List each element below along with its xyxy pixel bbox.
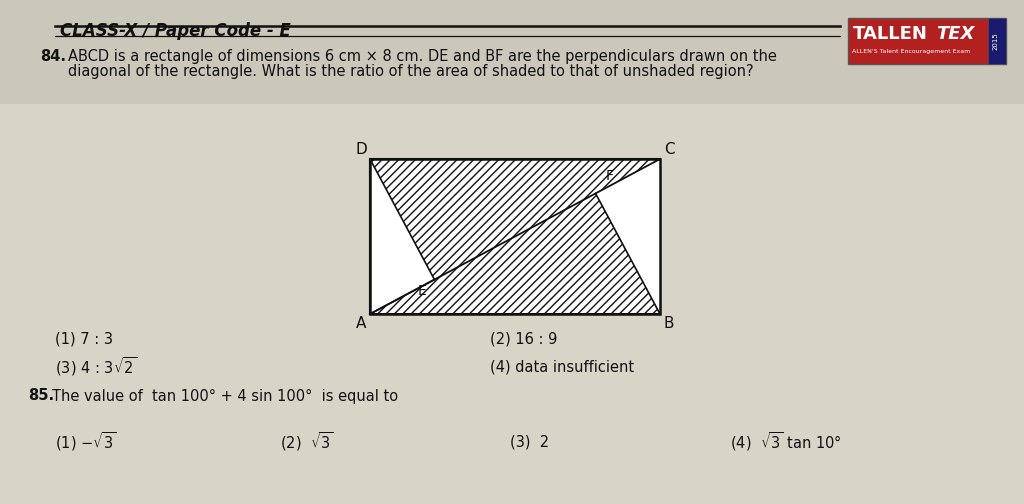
Text: (1) 7 : 3: (1) 7 : 3 — [55, 332, 113, 347]
Text: ALLEN'S Talent Encouragement Exam: ALLEN'S Talent Encouragement Exam — [852, 49, 971, 54]
Text: (4) data insufficient: (4) data insufficient — [490, 359, 634, 374]
Text: 85.: 85. — [28, 389, 54, 404]
Text: (3)  2: (3) 2 — [510, 434, 549, 450]
Text: E: E — [418, 284, 427, 297]
Text: TALLEN: TALLEN — [853, 25, 928, 43]
Bar — [988, 18, 1006, 64]
Polygon shape — [596, 159, 660, 314]
Text: F: F — [605, 169, 613, 183]
Text: C: C — [664, 142, 675, 157]
Text: diagonal of the rectangle. What is the ratio of the area of shaded to that of un: diagonal of the rectangle. What is the r… — [68, 64, 754, 79]
Text: 2015: 2015 — [993, 32, 999, 50]
Text: (2)  $\sqrt{3}$: (2) $\sqrt{3}$ — [280, 430, 334, 454]
Text: 84.: 84. — [40, 49, 66, 64]
Polygon shape — [370, 159, 434, 314]
Text: (2) 16 : 9: (2) 16 : 9 — [490, 332, 557, 347]
Text: ABCD is a rectangle of dimensions 6 cm × 8 cm. DE and BF are the perpendiculars : ABCD is a rectangle of dimensions 6 cm ×… — [68, 49, 777, 64]
FancyBboxPatch shape — [0, 0, 1024, 104]
Text: (3) 4 : 3$\sqrt{2}$: (3) 4 : 3$\sqrt{2}$ — [55, 355, 137, 379]
Text: A: A — [355, 316, 367, 331]
Polygon shape — [370, 159, 660, 314]
Text: CLASS-X / Paper Code - E: CLASS-X / Paper Code - E — [60, 22, 291, 40]
Text: (4)  $\sqrt{3}$ tan 10°: (4) $\sqrt{3}$ tan 10° — [730, 430, 842, 454]
Text: B: B — [664, 316, 674, 331]
Text: TEX: TEX — [936, 25, 975, 43]
Text: The value of  tan 100° + 4 sin 100°  is equal to: The value of tan 100° + 4 sin 100° is eq… — [52, 389, 398, 404]
Text: (1) $-\sqrt{3}$: (1) $-\sqrt{3}$ — [55, 430, 117, 454]
Bar — [848, 18, 1006, 64]
Text: D: D — [355, 142, 367, 157]
